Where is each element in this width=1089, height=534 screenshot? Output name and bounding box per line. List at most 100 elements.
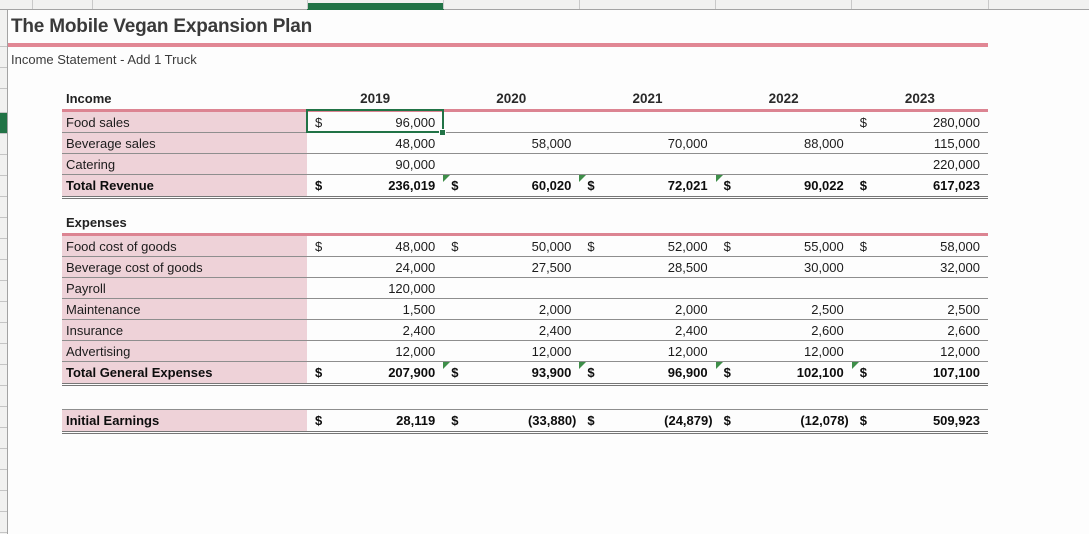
- spreadsheet-cell[interactable]: $617,023: [852, 175, 988, 196]
- spreadsheet-cell[interactable]: 2,000: [443, 299, 579, 319]
- row-label[interactable]: Food cost of goods: [62, 236, 307, 256]
- spreadsheet-cell[interactable]: 30,000: [716, 257, 852, 277]
- year-header-cell[interactable]: [307, 212, 443, 233]
- spreadsheet-cell[interactable]: $236,019: [307, 175, 443, 196]
- row-label[interactable]: Insurance: [62, 320, 307, 340]
- currency-symbol: $: [723, 365, 731, 380]
- selected-row-indicator: [0, 112, 7, 133]
- spreadsheet-cell[interactable]: 12,000: [579, 341, 715, 361]
- spreadsheet-cell[interactable]: 2,000: [579, 299, 715, 319]
- section-header-label[interactable]: Income: [66, 91, 112, 106]
- row-label[interactable]: Catering: [62, 154, 307, 174]
- spreadsheet-cell[interactable]: [443, 112, 579, 132]
- row-label[interactable]: Beverage cost of goods: [62, 257, 307, 277]
- spreadsheet-cell[interactable]: 90,000: [307, 154, 443, 174]
- spreadsheet-cell[interactable]: 12,000: [443, 341, 579, 361]
- year-header-cell[interactable]: 2019: [360, 91, 391, 106]
- year-header-cell[interactable]: [852, 212, 988, 233]
- spreadsheet-cell[interactable]: $50,000: [443, 236, 579, 256]
- spreadsheet-cell[interactable]: [443, 154, 579, 174]
- spreadsheet-cell[interactable]: 24,000: [307, 257, 443, 277]
- sheet-title[interactable]: The Mobile Vegan Expansion Plan: [11, 16, 313, 37]
- row-header-strip[interactable]: [0, 10, 8, 534]
- spreadsheet-cell[interactable]: 70,000: [579, 133, 715, 153]
- spreadsheet-cell[interactable]: [716, 278, 852, 298]
- spreadsheet-cell[interactable]: 2,600: [852, 320, 988, 340]
- section-header-label[interactable]: Expenses: [66, 215, 127, 230]
- spreadsheet-cell[interactable]: 220,000: [852, 154, 988, 174]
- spreadsheet-cell[interactable]: 48,000: [307, 133, 443, 153]
- row-tick: [0, 46, 7, 47]
- spreadsheet-cell[interactable]: $48,000: [307, 236, 443, 256]
- spreadsheet-cell[interactable]: $90,022: [715, 175, 852, 196]
- spreadsheet-cell[interactable]: $93,900: [443, 362, 579, 383]
- spreadsheet-cell[interactable]: $60,020: [443, 175, 579, 196]
- spreadsheet-cell[interactable]: 2,400: [443, 320, 579, 340]
- spreadsheet-cell[interactable]: [852, 278, 988, 298]
- spreadsheet-cell[interactable]: 1,500: [307, 299, 443, 319]
- row-label[interactable]: Advertising: [62, 341, 307, 361]
- spreadsheet-cell[interactable]: $102,100: [715, 362, 852, 383]
- spreadsheet-cell[interactable]: $52,000: [579, 236, 715, 256]
- spreadsheet-cell[interactable]: 28,500: [579, 257, 715, 277]
- year-header-cell[interactable]: 2020: [496, 91, 527, 106]
- spreadsheet-cell[interactable]: $207,900: [307, 362, 443, 383]
- spreadsheet-cell[interactable]: [716, 154, 852, 174]
- spreadsheet-cell[interactable]: 12,000: [307, 341, 443, 361]
- spreadsheet-cell[interactable]: 12,000: [852, 341, 988, 361]
- spreadsheet-cell[interactable]: 88,000: [716, 133, 852, 153]
- spreadsheet-cell[interactable]: 2,500: [716, 299, 852, 319]
- row-label[interactable]: Payroll: [62, 278, 307, 298]
- spreadsheet-cell[interactable]: [579, 112, 715, 132]
- year-header-cell[interactable]: [579, 212, 715, 233]
- fill-handle[interactable]: [439, 129, 447, 136]
- spreadsheet-cell[interactable]: $ (33,880): [443, 410, 579, 431]
- error-indicator-icon: [715, 175, 723, 182]
- spreadsheet-cell[interactable]: 2,400: [579, 320, 715, 340]
- spreadsheet-cell[interactable]: $509,923: [852, 410, 988, 431]
- row-label[interactable]: Total General Expenses: [62, 362, 307, 383]
- year-header-cell[interactable]: [716, 212, 852, 233]
- spreadsheet-cell[interactable]: 2,500: [852, 299, 988, 319]
- spreadsheet-cell[interactable]: 2,600: [716, 320, 852, 340]
- spreadsheet-cell[interactable]: [716, 112, 852, 132]
- year-header-cell[interactable]: 2021: [632, 91, 663, 106]
- spreadsheet-cell[interactable]: $28,119: [307, 410, 443, 431]
- spreadsheet-cell[interactable]: 58,000: [443, 133, 579, 153]
- row-label[interactable]: Maintenance: [62, 299, 307, 319]
- column-header-strip[interactable]: [0, 0, 1089, 10]
- spreadsheet-cell[interactable]: [443, 278, 579, 298]
- spreadsheet-cell[interactable]: $280,000: [852, 112, 988, 132]
- currency-symbol: $: [859, 114, 867, 130]
- row-label[interactable]: Total Revenue: [62, 175, 307, 196]
- cell-value: (24,879): [664, 413, 713, 428]
- spreadsheet-cell[interactable]: 115,000: [852, 133, 988, 153]
- cell-value: 220,000: [932, 156, 980, 172]
- cell-value: 90,022: [803, 178, 844, 193]
- cell-value: 1,500: [402, 301, 436, 317]
- error-indicator-icon: [579, 175, 587, 182]
- spreadsheet-cell[interactable]: $55,000: [716, 236, 852, 256]
- row-label[interactable]: Food sales: [62, 112, 307, 132]
- spreadsheet-cell[interactable]: 120,000: [307, 278, 443, 298]
- spreadsheet-cell[interactable]: 12,000: [716, 341, 852, 361]
- spreadsheet-cell[interactable]: $ (24,879): [579, 410, 715, 431]
- spreadsheet-cell[interactable]: $58,000: [852, 236, 988, 256]
- spreadsheet-cell[interactable]: 2,400: [307, 320, 443, 340]
- spreadsheet-cell[interactable]: [579, 278, 715, 298]
- spreadsheet-cell[interactable]: $107,100: [851, 362, 988, 383]
- spreadsheet-cell[interactable]: 32,000: [852, 257, 988, 277]
- spreadsheet-cell[interactable]: 27,500: [443, 257, 579, 277]
- spreadsheet-cell[interactable]: $96,900: [579, 362, 715, 383]
- spreadsheet-cell[interactable]: $96,000: [305, 109, 447, 136]
- sheet-subtitle[interactable]: Income Statement - Add 1 Truck: [11, 52, 197, 67]
- spreadsheet-cell[interactable]: [579, 154, 715, 174]
- spreadsheet-cell[interactable]: $72,021: [579, 175, 715, 196]
- year-header-cell[interactable]: [443, 212, 579, 233]
- year-header-cell[interactable]: 2023: [904, 91, 935, 106]
- spreadsheet-cell[interactable]: $ (12,078): [716, 410, 852, 431]
- income-statement-table: Income 2019 2020 2021 2022 2023 Food sales $96,…: [62, 88, 988, 434]
- year-header-cell[interactable]: 2022: [768, 91, 799, 106]
- row-label[interactable]: Initial Earnings: [62, 410, 307, 431]
- row-label[interactable]: Beverage sales: [62, 133, 307, 153]
